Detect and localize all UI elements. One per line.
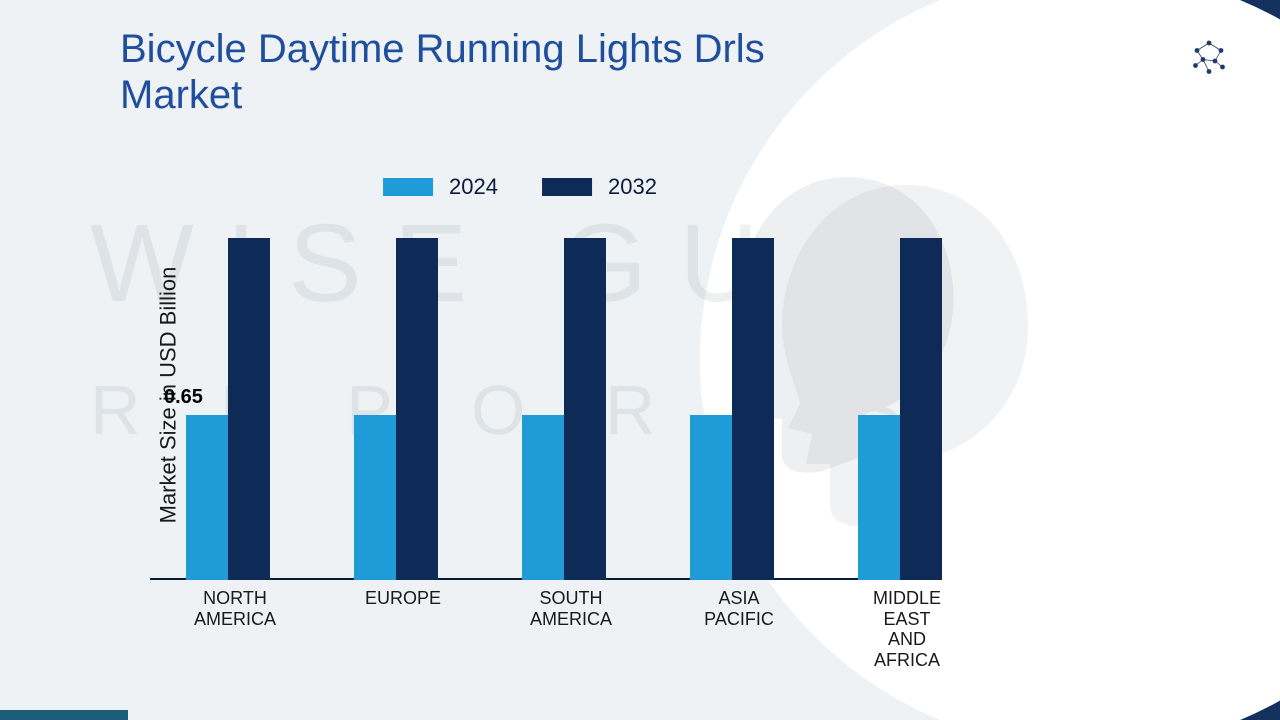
bar-2024 [354,415,396,580]
logo-head-icon [1164,22,1248,112]
bar-2032 [900,238,942,580]
bottom-accent-bar [0,710,128,720]
category-label: SOUTHAMERICA [496,580,646,629]
category-label: ASIAPACIFIC [664,580,814,629]
legend-label-2032: 2032 [608,174,657,200]
bar-2024 [690,415,732,580]
legend-swatch-2024 [383,178,433,196]
legend: 2024 2032 [383,174,657,200]
category-label: MIDDLEEASTANDAFRICA [832,580,982,671]
bar-2032 [396,238,438,580]
bar-2024 [186,415,228,580]
legend-swatch-2032 [542,178,592,196]
bar-chart: Market Size in USD Billion 2024 2032 NOR… [100,180,940,610]
chart-title: Bicycle Daytime Running Lights Drls Mark… [120,26,880,118]
legend-label-2024: 2024 [449,174,498,200]
category-label: EUROPE [328,580,478,609]
value-label: 0.65 [164,386,203,409]
plot-area: NORTHAMERICAEUROPESOUTHAMERICAASIAPACIFI… [150,200,940,580]
bar-2032 [732,238,774,580]
category-label: NORTHAMERICA [160,580,310,629]
bar-2024 [858,415,900,580]
bar-2032 [228,238,270,580]
legend-item-2032: 2032 [542,174,657,200]
legend-item-2024: 2024 [383,174,498,200]
bar-2024 [522,415,564,580]
brand-logo: WISE GUY R E P O R T S [994,28,1244,108]
bar-2032 [564,238,606,580]
